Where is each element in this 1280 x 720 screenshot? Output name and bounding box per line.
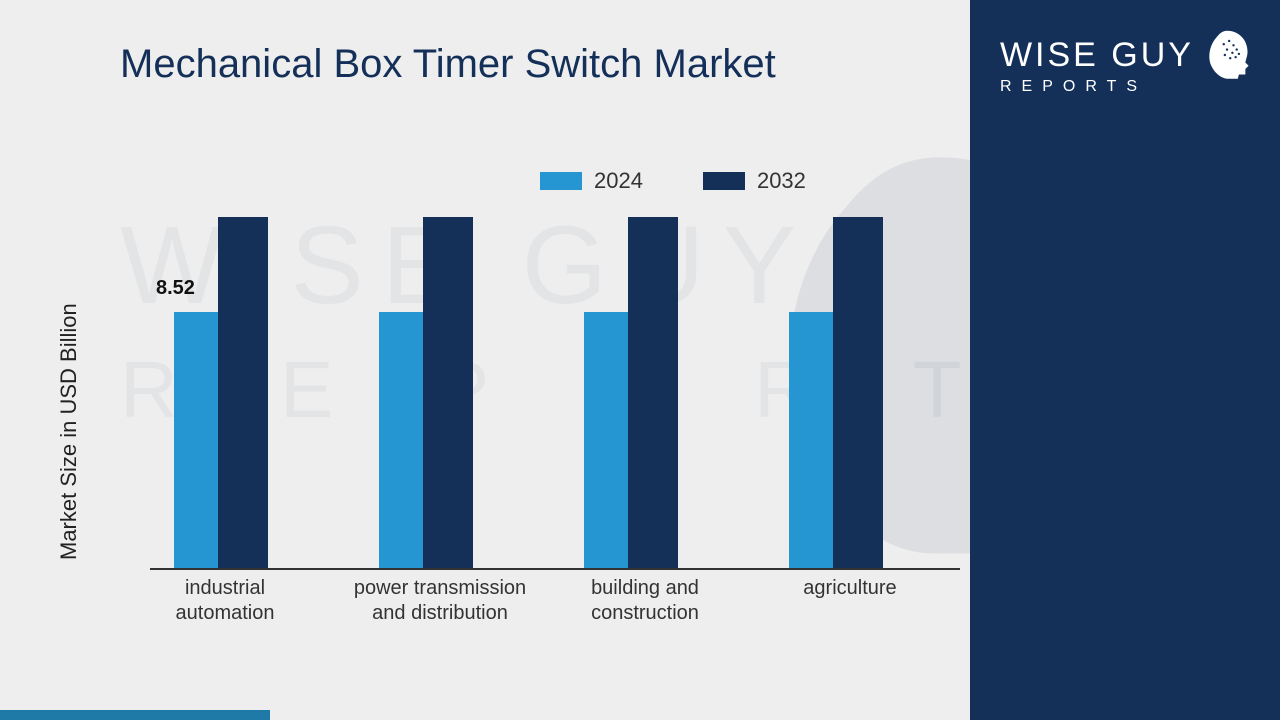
bar-2032: [218, 217, 268, 568]
bar-2024: [379, 312, 429, 568]
chart-title: Mechanical Box Timer Switch Market: [120, 42, 776, 87]
bar-2032: [833, 217, 883, 568]
bar-2024: [789, 312, 839, 568]
y-axis-label: Market Size in USD Billion: [56, 303, 82, 560]
bar-group: [795, 217, 915, 568]
logo-head-icon: [1200, 28, 1254, 82]
bar-group: [385, 217, 505, 568]
bar-2024: [174, 312, 224, 568]
bar-2032: [423, 217, 473, 568]
x-label: industrial automation: [140, 576, 310, 626]
bar-group: [590, 217, 710, 568]
legend: 2024 2032: [540, 168, 806, 194]
logo-line1: WISE GUY: [1000, 36, 1194, 75]
legend-swatch-2032: [703, 172, 745, 190]
bar-group: [180, 217, 300, 568]
bar-2032: [628, 217, 678, 568]
bar-2024: [584, 312, 634, 568]
legend-label-2032: 2032: [757, 168, 806, 194]
legend-item-2024: 2024: [540, 168, 643, 194]
chart-plot-area: [150, 210, 960, 570]
legend-swatch-2024: [540, 172, 582, 190]
legend-label-2024: 2024: [594, 168, 643, 194]
legend-item-2032: 2032: [703, 168, 806, 194]
x-label: power transmission and distribution: [340, 576, 540, 626]
x-label: agriculture: [765, 576, 935, 601]
bottom-accent-stripe: [0, 710, 270, 720]
brand-logo: WISE GUY REPORTS: [1000, 28, 1254, 96]
x-label: building and construction: [555, 576, 735, 626]
